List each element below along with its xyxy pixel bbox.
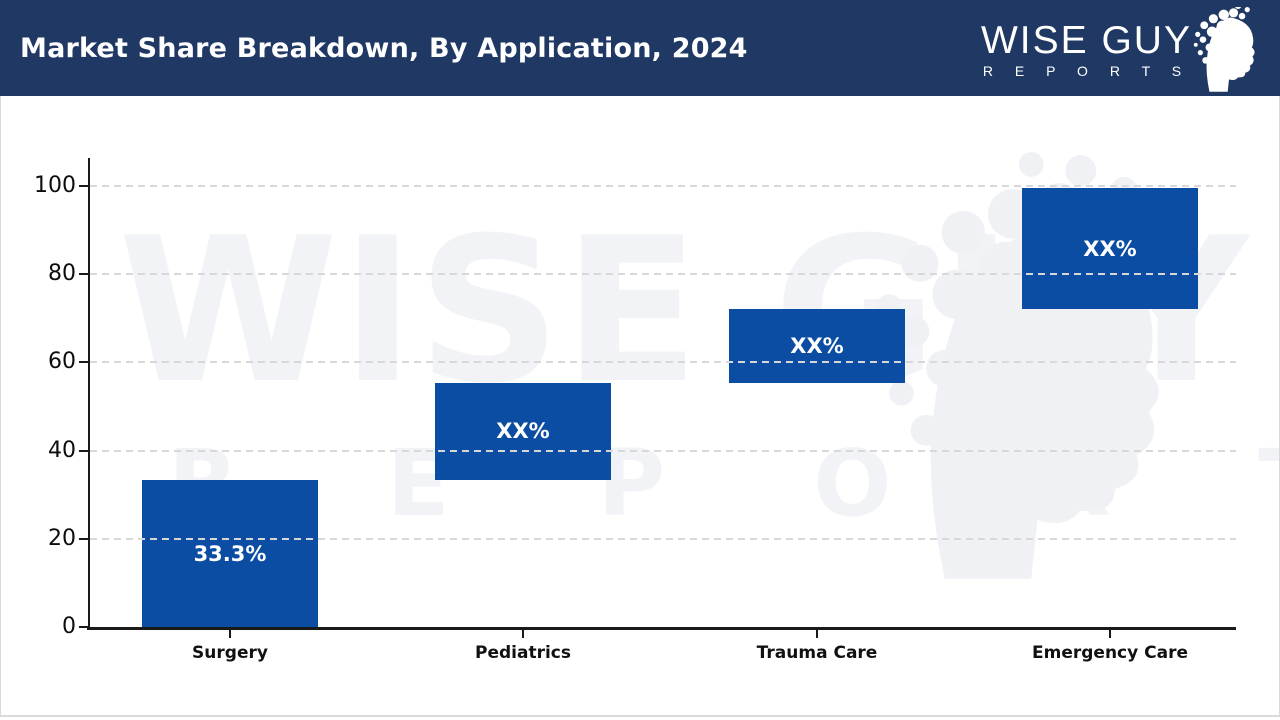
gridline-y-20 (90, 537, 1236, 540)
y-tick-mark-60 (79, 361, 88, 364)
x-category-label-surgery: Surgery (192, 643, 268, 663)
brand-wordmark: WISE GUY R E P O R T S (980, 19, 1192, 79)
y-tick-label-40: 40 (48, 437, 76, 463)
x-tick-mark-pediatrics (522, 629, 524, 638)
gridline-y-60 (90, 361, 1236, 364)
bar-value-label-trauma-care: XX% (790, 334, 844, 359)
bar-pediatrics: XX% (435, 382, 611, 481)
x-category-label-trauma-care: Trauma Care (756, 643, 878, 663)
brand-face-profile-dots-icon (1193, 7, 1255, 92)
y-tick-label-100: 100 (34, 173, 76, 198)
bar-trauma-care: XX% (729, 309, 905, 383)
gridline-y-80 (90, 273, 1236, 276)
bar-value-label-pediatrics: XX% (496, 419, 550, 444)
y-tick-mark-40 (79, 449, 88, 452)
bar-surgery: 33.3% (142, 480, 318, 627)
brand-logo: WISE GUY R E P O R T S (981, 6, 1270, 94)
brand-wordmark-line1: WISE GUY (980, 19, 1192, 63)
brand-wordmark-line2: R E P O R T S (982, 62, 1191, 79)
x-tick-mark-trauma-care (816, 629, 818, 638)
chart-area: 0 20 40 60 80 100 33.3% Surgery XX% Pediatrics XX%… (0, 96, 1280, 720)
page-title: Market Share Breakdown, By Application, … (20, 32, 748, 64)
gridline-y-100 (90, 185, 1236, 187)
left-border-line (0, 96, 1, 717)
gridline-y-40 (90, 449, 1236, 452)
x-axis (87, 627, 1236, 630)
x-tick-mark-emergency-care (1109, 629, 1111, 638)
x-category-label-pediatrics: Pediatrics (475, 643, 571, 663)
y-tick-label-0: 0 (62, 614, 76, 639)
y-axis (88, 158, 90, 629)
bottom-border-line (0, 715, 1280, 717)
app-header: Market Share Breakdown, By Application, … (0, 0, 1280, 96)
bar-value-label-surgery: 33.3% (193, 541, 267, 566)
x-tick-mark-surgery (229, 629, 231, 638)
bar-value-label-emergency-care: XX% (1083, 236, 1137, 261)
x-category-label-emergency-care: Emergency Care (1032, 643, 1188, 663)
y-tick-mark-80 (79, 273, 88, 276)
y-tick-label-80: 80 (48, 261, 76, 287)
y-tick-mark-0 (79, 626, 88, 628)
y-tick-mark-20 (79, 537, 88, 540)
y-tick-label-60: 60 (48, 349, 76, 375)
y-tick-mark-100 (79, 185, 88, 187)
bar-emergency-care: XX% (1022, 188, 1198, 310)
y-tick-label-20: 20 (48, 525, 76, 551)
